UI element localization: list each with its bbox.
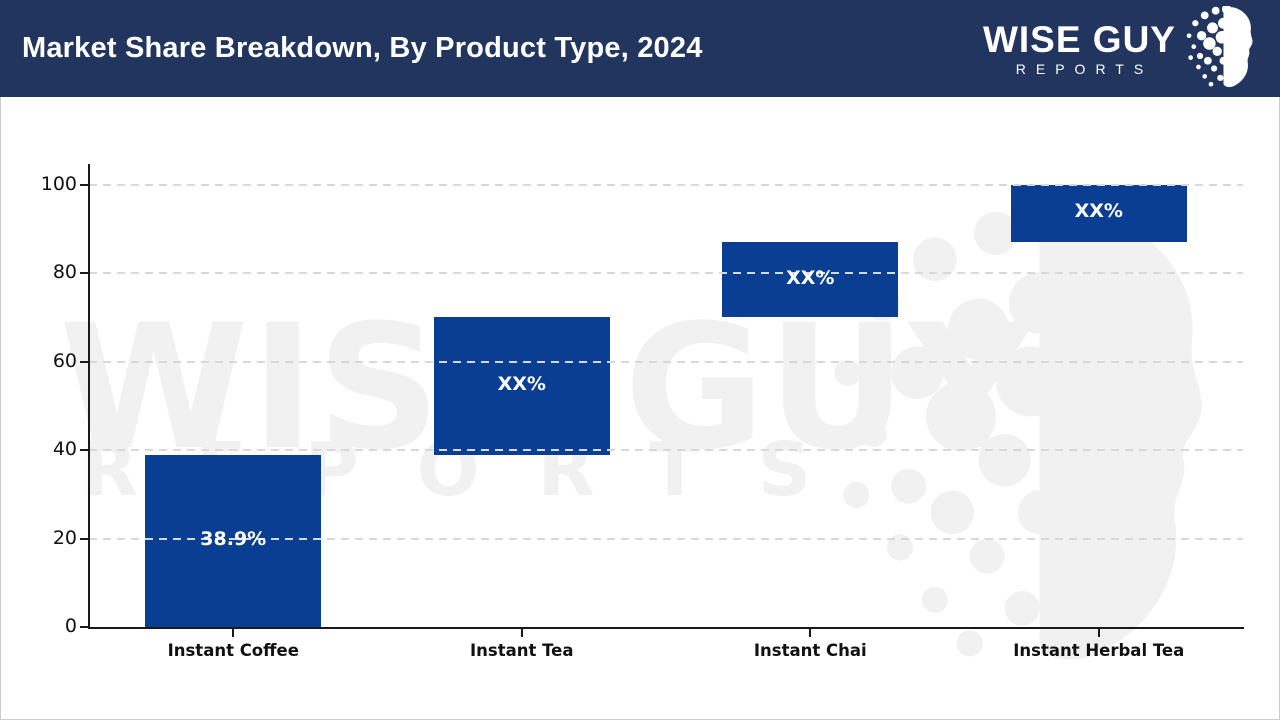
- y-tick-40: [80, 449, 88, 451]
- x-tick-2: [809, 629, 812, 637]
- bar-value-label: XX%: [1074, 200, 1123, 223]
- x-axis-line: [88, 627, 1244, 629]
- gridline-20: [89, 537, 1243, 540]
- x-tick-3: [1097, 629, 1100, 637]
- chart-title: Market Share Breakdown, By Product Type,…: [22, 32, 703, 64]
- bar-value-label: XX%: [497, 373, 546, 396]
- x-category-label: Instant Herbal Tea: [1013, 641, 1185, 660]
- bar-instant-tea: [433, 317, 610, 455]
- gridline-40: [89, 449, 1243, 451]
- gridline-60: [89, 360, 1243, 363]
- y-tick-label-20: 20: [52, 526, 77, 549]
- y-tick-80: [80, 272, 88, 274]
- logo-wordmark: WISE GUY: [982, 18, 1176, 60]
- x-tick-1: [520, 629, 523, 637]
- header-banner: Market Share Breakdown, By Product Type,…: [0, 0, 1280, 97]
- y-tick-label-0: 0: [64, 615, 77, 637]
- x-category-label: Instant Tea: [470, 641, 574, 660]
- dotted-face-icon: [1186, 5, 1253, 87]
- chart-plot-region: WISE GUY REPORTS 0 20 40 60 80 100 38.9% Instan…: [0, 97, 1280, 720]
- y-tick-0: [80, 626, 88, 628]
- gridline-100: [89, 183, 1243, 186]
- y-tick-20: [80, 537, 88, 540]
- y-tick-label-100: 100: [40, 172, 77, 195]
- y-tick-label-80: 80: [52, 261, 77, 283]
- x-category-label: Instant Chai: [753, 641, 867, 660]
- wiseguy-logo: WISE GUY REPORTS: [983, 5, 1254, 92]
- bar-instant-chai: [722, 242, 899, 318]
- bar-value-label: XX%: [786, 266, 835, 289]
- bar-value-label: 38.9%: [200, 527, 267, 550]
- y-tick-60: [80, 360, 88, 363]
- gridline-80: [89, 272, 1243, 274]
- x-category-label: Instant Coffee: [167, 641, 299, 660]
- y-tick-label-40: 40: [52, 438, 77, 460]
- bar-instant-herbal-tea: [1010, 184, 1187, 243]
- y-axis-line: [88, 164, 90, 629]
- watermark-dotted-face-icon: [834, 207, 1202, 660]
- x-tick-0: [232, 629, 235, 637]
- logo-text: WISE GUY REPORTS: [983, 21, 1176, 77]
- y-tick-label-60: 60: [52, 349, 77, 372]
- logo-subtitle: REPORTS: [1015, 60, 1154, 77]
- y-tick-100: [80, 183, 88, 186]
- bar-instant-coffee: [145, 454, 322, 627]
